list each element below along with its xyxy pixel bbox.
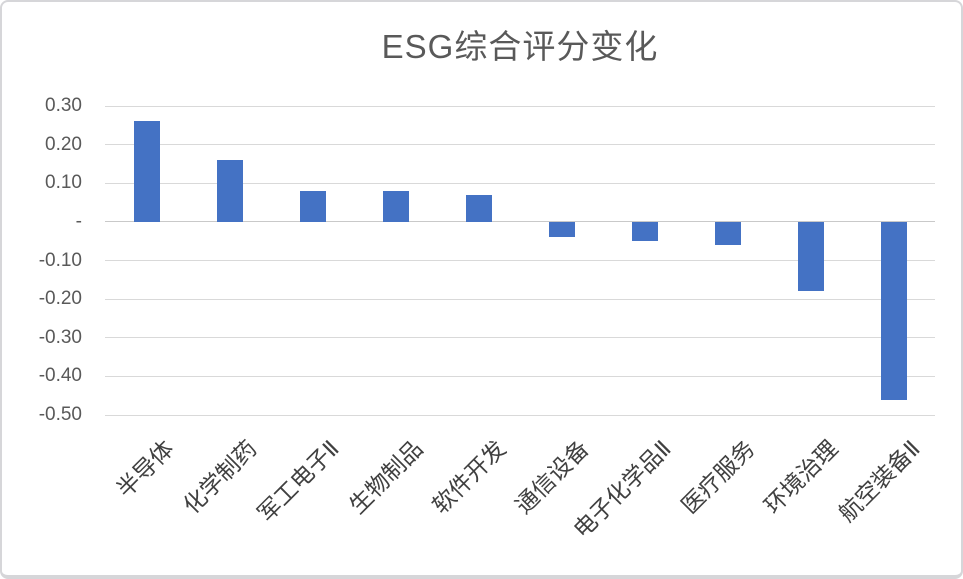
x-category-label: 军工电子Ⅱ bbox=[252, 435, 345, 527]
gridline bbox=[105, 105, 935, 107]
y-tick-label: -0.10 bbox=[38, 249, 82, 271]
gridline bbox=[105, 337, 935, 339]
bar-9 bbox=[880, 221, 907, 400]
zero-axis-line bbox=[105, 221, 935, 223]
bar-1 bbox=[216, 160, 243, 222]
y-tick-label: -0.20 bbox=[38, 288, 82, 310]
bar-6 bbox=[631, 221, 658, 242]
bar-4 bbox=[465, 194, 492, 222]
bar-0 bbox=[133, 121, 160, 222]
gridline bbox=[105, 182, 935, 184]
y-tick-label: -0.50 bbox=[38, 404, 82, 425]
x-category-label: 医疗服务 bbox=[675, 435, 760, 519]
bar-8 bbox=[797, 221, 824, 292]
y-tick-label: -0.40 bbox=[38, 365, 82, 387]
x-category-label: 航空装备Ⅱ bbox=[833, 435, 926, 527]
y-tick-label: 0.20 bbox=[45, 133, 82, 155]
y-tick-label: 0.30 bbox=[45, 95, 82, 116]
bar-5 bbox=[548, 221, 575, 238]
bar-2 bbox=[299, 190, 326, 222]
x-category-label: 生物制品 bbox=[343, 435, 428, 519]
gridline bbox=[105, 260, 935, 261]
chart-title: ESG综合评分变化 bbox=[381, 28, 659, 65]
x-category-label: 软件开发 bbox=[426, 435, 511, 519]
bar-7 bbox=[714, 221, 741, 246]
gridline bbox=[105, 144, 935, 146]
y-tick-label: 0.10 bbox=[45, 172, 82, 194]
x-category-label: 化学制药 bbox=[177, 435, 262, 519]
x-category-label: 环境治理 bbox=[758, 435, 843, 519]
gridline bbox=[105, 375, 935, 377]
gridline bbox=[105, 298, 935, 300]
y-tick-label: - bbox=[75, 210, 82, 232]
gridline bbox=[105, 414, 935, 416]
bar-3 bbox=[382, 190, 409, 222]
x-category-label: 半导体 bbox=[110, 435, 179, 503]
y-tick-label: -0.30 bbox=[38, 326, 82, 348]
